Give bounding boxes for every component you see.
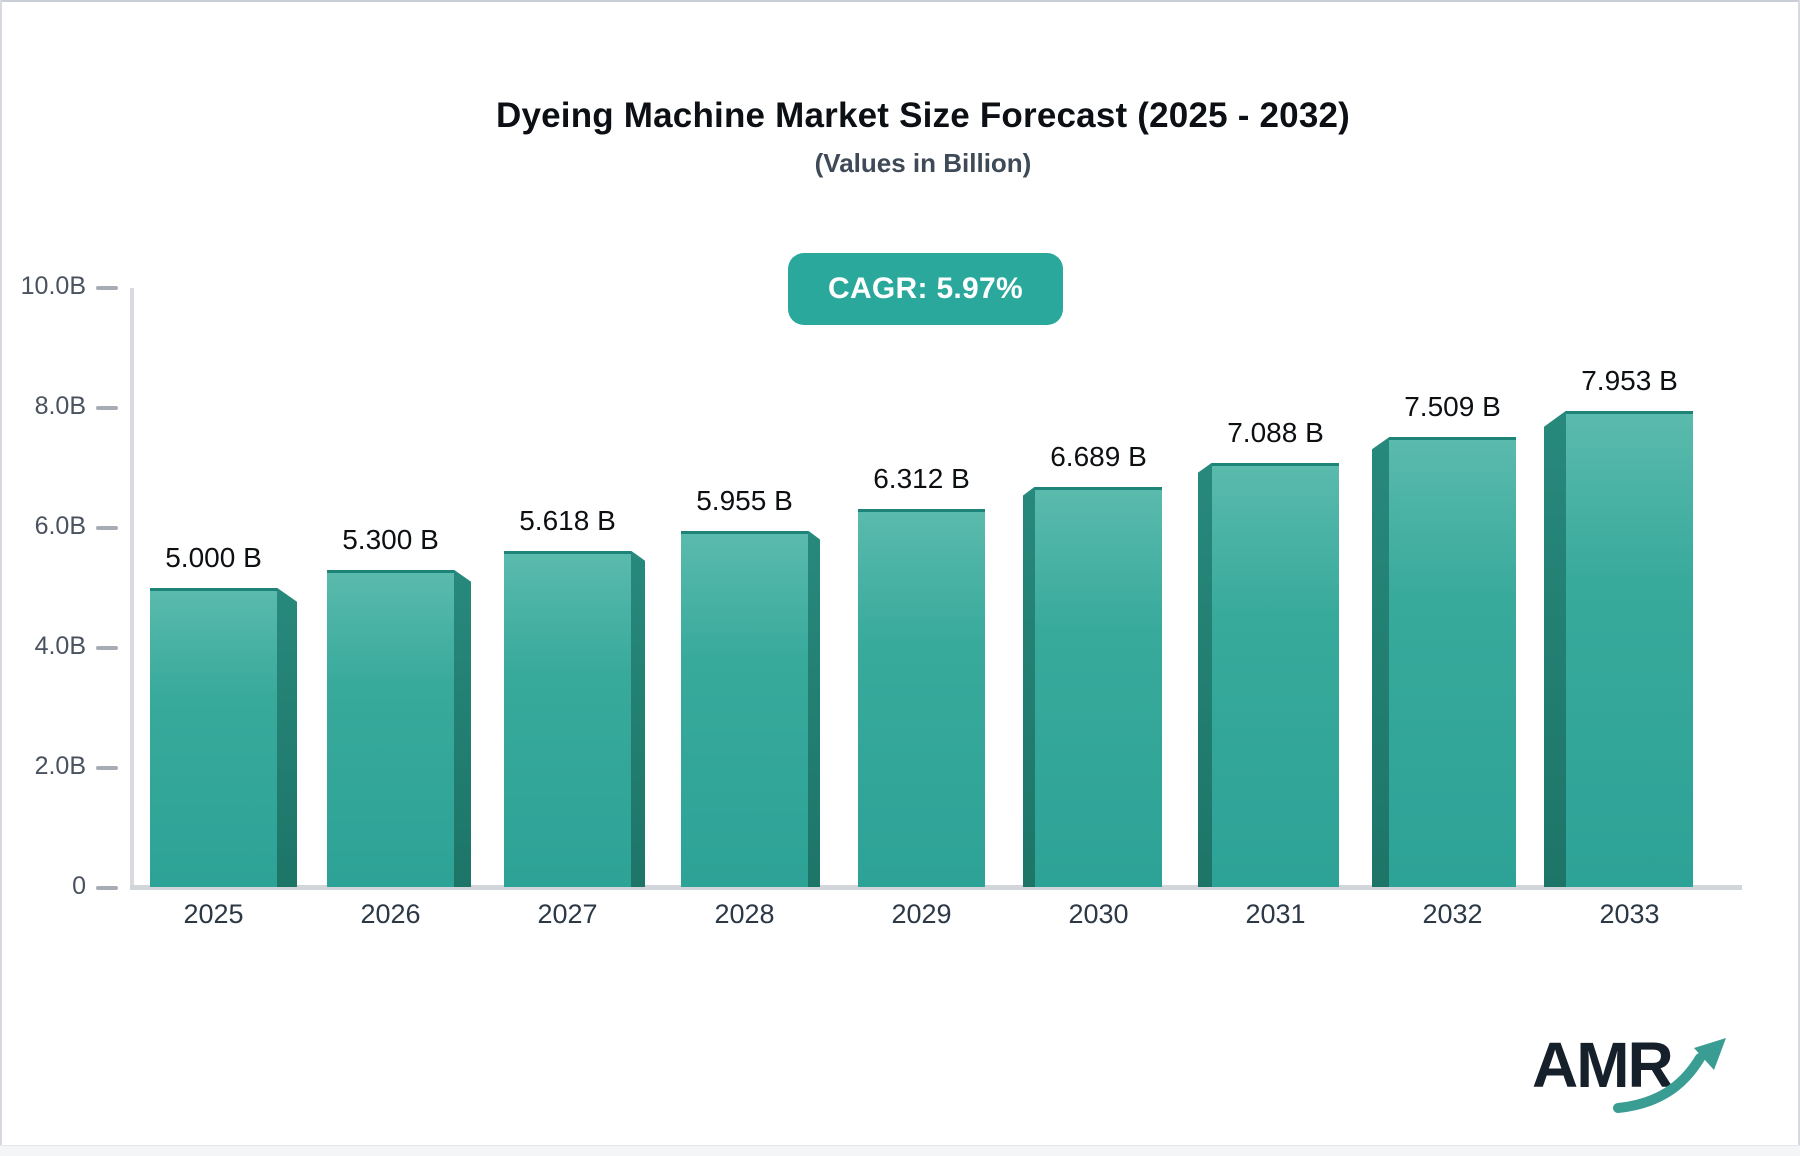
bar-face [1389,437,1516,887]
x-axis-label: 2032 [1422,899,1483,929]
bar-value-label: 6.312 B [873,463,970,495]
bar-value-label: 7.509 B [1404,391,1501,423]
x-axis-label: 2031 [1245,899,1306,929]
y-axis-tick-mark [96,405,118,410]
y-axis-tick-label: 0 [72,871,86,900]
bar-value-label: 7.088 B [1227,416,1324,448]
cagr-badge: CAGR: 5.97% [788,253,1063,325]
bar-value-label: 6.689 B [1050,440,1147,472]
y-axis-tick-label: 2.0B [34,751,86,780]
bar-face [1212,462,1339,887]
amr-logo: AMR [1532,1030,1742,1116]
card-left-border [0,0,2,1156]
y-axis-tick-mark [96,765,118,770]
bar-value-label: 5.618 B [519,504,616,536]
bar-side [1544,410,1566,887]
bar-value-label: 5.300 B [342,523,439,555]
y-axis-tick-mark [96,645,118,650]
bar-side [631,550,645,887]
bar-side [1198,462,1212,887]
card-top-border [0,0,1800,2]
x-axis-label: 2030 [1068,899,1129,929]
x-axis-label: 2029 [891,899,952,929]
y-axis-tick-label: 8.0B [34,391,86,420]
bar-side [454,569,471,887]
bar-value-label: 7.953 B [1581,364,1678,396]
bar-face [681,530,808,887]
chart-subtitle: (Values in Billion) [814,148,1032,178]
x-axis-label: 2027 [537,899,598,929]
x-axis-label: 2025 [183,899,244,929]
bar-face [1035,486,1162,887]
bar-face [858,509,985,887]
amr-logo-text: AMR [1532,1029,1674,1101]
x-axis-label: 2033 [1599,899,1660,929]
y-axis-tick-mark [96,885,118,890]
y-axis-tick-label: 6.0B [34,511,86,540]
y-axis-tick-mark [96,525,118,530]
y-axis-line [130,288,134,887]
bar-side [1372,437,1389,887]
y-axis-tick-label: 4.0B [34,631,86,660]
x-axis-line [130,885,1742,890]
chart-title: Dyeing Machine Market Size Forecast (202… [495,96,1351,135]
card-bottom-strip [0,1145,1800,1156]
bar-face [150,587,277,887]
bar-side [277,587,297,887]
bar-side [808,530,820,887]
bar-side [1023,486,1035,887]
bar-value-label: 5.955 B [696,484,793,516]
bar-face [327,569,454,887]
bar-value-label: 5.000 B [165,541,262,573]
bar-face [504,550,631,887]
cagr-badge-label: CAGR: 5.97% [827,272,1024,305]
y-axis-tick-label: 10.0B [20,272,86,300]
y-axis-tick-mark [96,286,118,290]
x-axis-label: 2026 [360,899,421,929]
amr-logo-arrow-icon [1613,1038,1726,1113]
bar-face [1566,410,1693,887]
card-right-border [1798,0,1800,1156]
x-axis-label: 2028 [714,899,775,929]
